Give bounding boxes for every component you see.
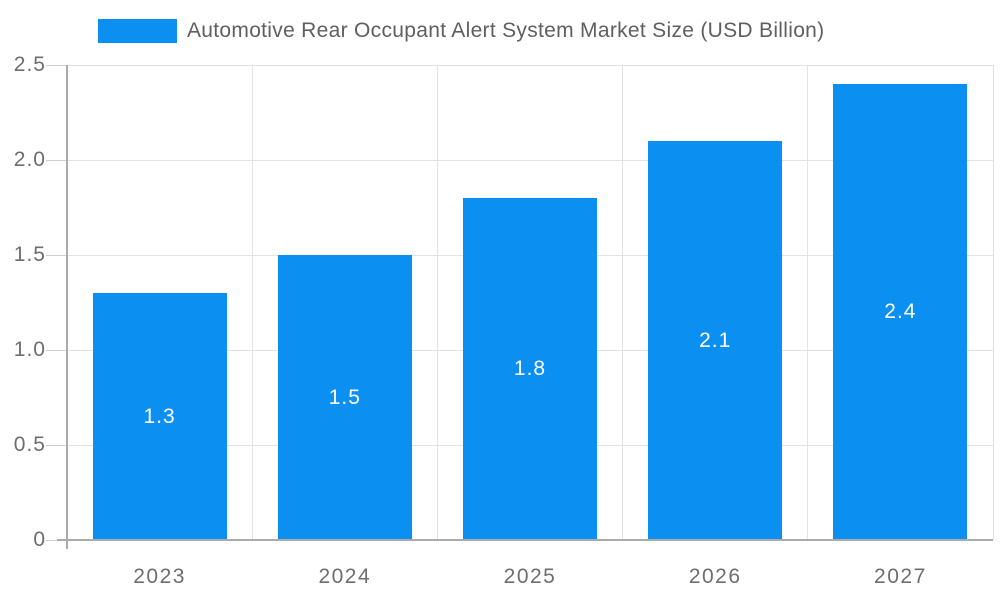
y-tick-mark xyxy=(46,349,67,351)
v-gridline xyxy=(251,65,253,540)
y-tick-mark xyxy=(46,539,67,541)
legend-label: Automotive Rear Occupant Alert System Ma… xyxy=(187,19,825,42)
y-tick-mark xyxy=(46,64,67,66)
bar-value-label: 1.8 xyxy=(513,357,547,380)
x-tick-label: 2024 xyxy=(318,565,372,588)
bar-value-label: 1.3 xyxy=(143,404,176,428)
bar-value-label: 2.4 xyxy=(884,300,917,323)
y-tick-mark xyxy=(46,159,67,161)
y-tick-label: 1.0 xyxy=(13,338,46,361)
y-axis-line xyxy=(66,65,68,549)
h-gridline xyxy=(67,64,993,66)
v-gridline xyxy=(807,65,809,540)
bar: 2.4 xyxy=(833,84,968,540)
v-gridline xyxy=(992,65,994,540)
bar: 1.3 xyxy=(92,293,227,540)
y-tick-label: 0.5 xyxy=(13,433,46,456)
x-tick-label: 2027 xyxy=(874,565,927,588)
x-tick-label: 2025 xyxy=(503,565,557,588)
x-tick-label: 2026 xyxy=(688,565,742,588)
bar: 1.8 xyxy=(463,198,597,540)
y-tick-label: 2.5 xyxy=(13,53,46,76)
bar: 2.1 xyxy=(648,141,783,540)
legend-swatch xyxy=(98,19,177,43)
y-tick-label: 0 xyxy=(33,528,46,551)
x-axis-baseline xyxy=(57,539,993,541)
x-tick-label: 2023 xyxy=(133,565,186,588)
y-tick-label: 1.5 xyxy=(13,243,46,266)
bar-value-label: 1.5 xyxy=(328,385,361,409)
v-gridline xyxy=(622,65,624,540)
bar-value-label: 2.1 xyxy=(699,328,732,352)
y-tick-mark xyxy=(46,254,67,256)
y-tick-mark xyxy=(46,444,67,446)
v-gridline xyxy=(436,65,438,540)
bar: 1.5 xyxy=(277,255,412,540)
chart-legend: Automotive Rear Occupant Alert System Ma… xyxy=(98,19,824,43)
y-tick-label: 2.0 xyxy=(13,148,46,171)
h-gridline xyxy=(67,159,993,161)
